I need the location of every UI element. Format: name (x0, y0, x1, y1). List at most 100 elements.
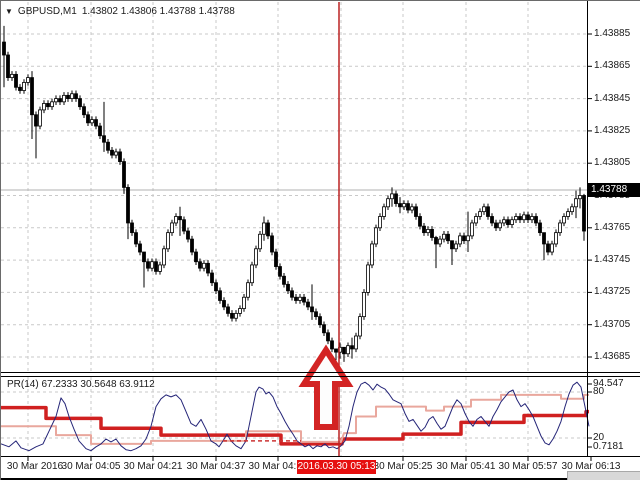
candle-body (358, 316, 362, 337)
candle-body (554, 232, 558, 245)
time-tick-label: 30 Mar 2016 (6, 461, 64, 472)
candle-body (534, 216, 538, 224)
candle-body (50, 101, 54, 108)
candle-body (478, 211, 482, 217)
candle-body (194, 251, 198, 263)
candle-body (450, 240, 454, 250)
candle-body (354, 335, 358, 350)
candle-body (234, 312, 238, 319)
candle-body (578, 195, 582, 200)
candle-body (226, 306, 230, 314)
candle-body (54, 98, 58, 103)
candle-body (190, 238, 194, 253)
candle-body (518, 216, 522, 221)
candle-body (306, 301, 310, 308)
candle-body (262, 222, 266, 235)
candle-body (210, 272, 214, 284)
candle-body (222, 300, 226, 308)
candle-body (98, 125, 102, 137)
candle-body (314, 311, 318, 318)
candle-body (398, 203, 402, 208)
indicator-line-fast-blue (1, 381, 590, 452)
candle-body (442, 233, 446, 240)
axis-vertical-border (587, 1, 588, 457)
window-resize-corner[interactable] (567, 471, 640, 480)
candle-body (126, 187, 130, 224)
candle-body (118, 151, 122, 162)
candle-body (18, 86, 22, 91)
candle-body (454, 243, 458, 250)
time-tick-label: 30 Mar 04:05 (61, 461, 121, 472)
candle-body (522, 214, 526, 221)
candle-body (462, 235, 466, 242)
indicator-axis-label: 0.7181 (593, 441, 624, 452)
candle-body (114, 151, 118, 156)
candle-body (370, 243, 374, 266)
candle-body (238, 308, 242, 314)
candle-body (434, 237, 438, 245)
candle-body (46, 103, 50, 108)
candle-body (58, 98, 62, 103)
candle-body (426, 229, 430, 234)
candle-body (266, 222, 270, 237)
candle-body (166, 232, 170, 250)
candle-body (466, 235, 470, 242)
candle-body (298, 296, 302, 301)
price-tick-label: 1.43885 (594, 28, 631, 39)
candle-body (94, 119, 98, 127)
candle-body (162, 248, 166, 266)
time-tick-label: 30 Mar 04:37 (186, 461, 246, 472)
candle-body (290, 290, 294, 298)
candle-body (202, 262, 206, 269)
candle-body (38, 109, 42, 127)
candle-body (410, 206, 414, 211)
candle-body (274, 251, 278, 267)
symbol-period-label: GBPUSD,M1 (17, 6, 77, 17)
candle-body (74, 93, 78, 99)
candle-body (230, 312, 234, 319)
candle-body (562, 216, 566, 224)
candle-body (430, 229, 434, 238)
candle-body (62, 94, 66, 103)
candle-body (82, 106, 86, 116)
price-tick-label: 1.43805 (594, 157, 631, 169)
candle-body (242, 296, 246, 309)
candle-body (318, 316, 322, 326)
candle-body (70, 93, 74, 99)
time-tick-label: 30 Mar 05:41 (436, 461, 496, 472)
chart-dropdown-icon[interactable]: ▼ (5, 6, 13, 16)
candle-body (366, 264, 370, 293)
indicator-axis-label: 20 (593, 432, 605, 443)
candle-body (342, 346, 346, 355)
candle-body (42, 103, 46, 111)
price-tick-label: 1.43825 (594, 124, 631, 136)
candle-body (402, 203, 406, 208)
candle-body (414, 206, 418, 217)
candle-body (378, 216, 382, 229)
candle-body (566, 211, 570, 217)
candle-body (510, 219, 514, 225)
candle-body (90, 119, 94, 124)
candle-body (546, 243, 550, 253)
indicator-line-signal-salmon (1, 393, 589, 445)
candle-body (102, 135, 106, 143)
candle-body (134, 232, 138, 245)
candle-body (146, 261, 150, 269)
candle-body (282, 275, 286, 285)
price-tick-label: 1.43845 (594, 92, 631, 104)
candle-body (558, 222, 562, 234)
candle-body (186, 230, 190, 240)
candle-body (34, 114, 38, 127)
time-tick-label: 30 Mar 05:25 (373, 461, 433, 472)
candle-body (198, 261, 202, 269)
candle-body (582, 195, 586, 232)
indicator-axis-label: 94.547 (593, 378, 624, 389)
candle-body (270, 235, 274, 253)
candle-body (86, 114, 90, 124)
candle-body (258, 233, 262, 250)
candle-body (550, 243, 554, 253)
candle-body (422, 225, 426, 234)
candle-body (174, 216, 178, 224)
candle-body (30, 77, 34, 116)
